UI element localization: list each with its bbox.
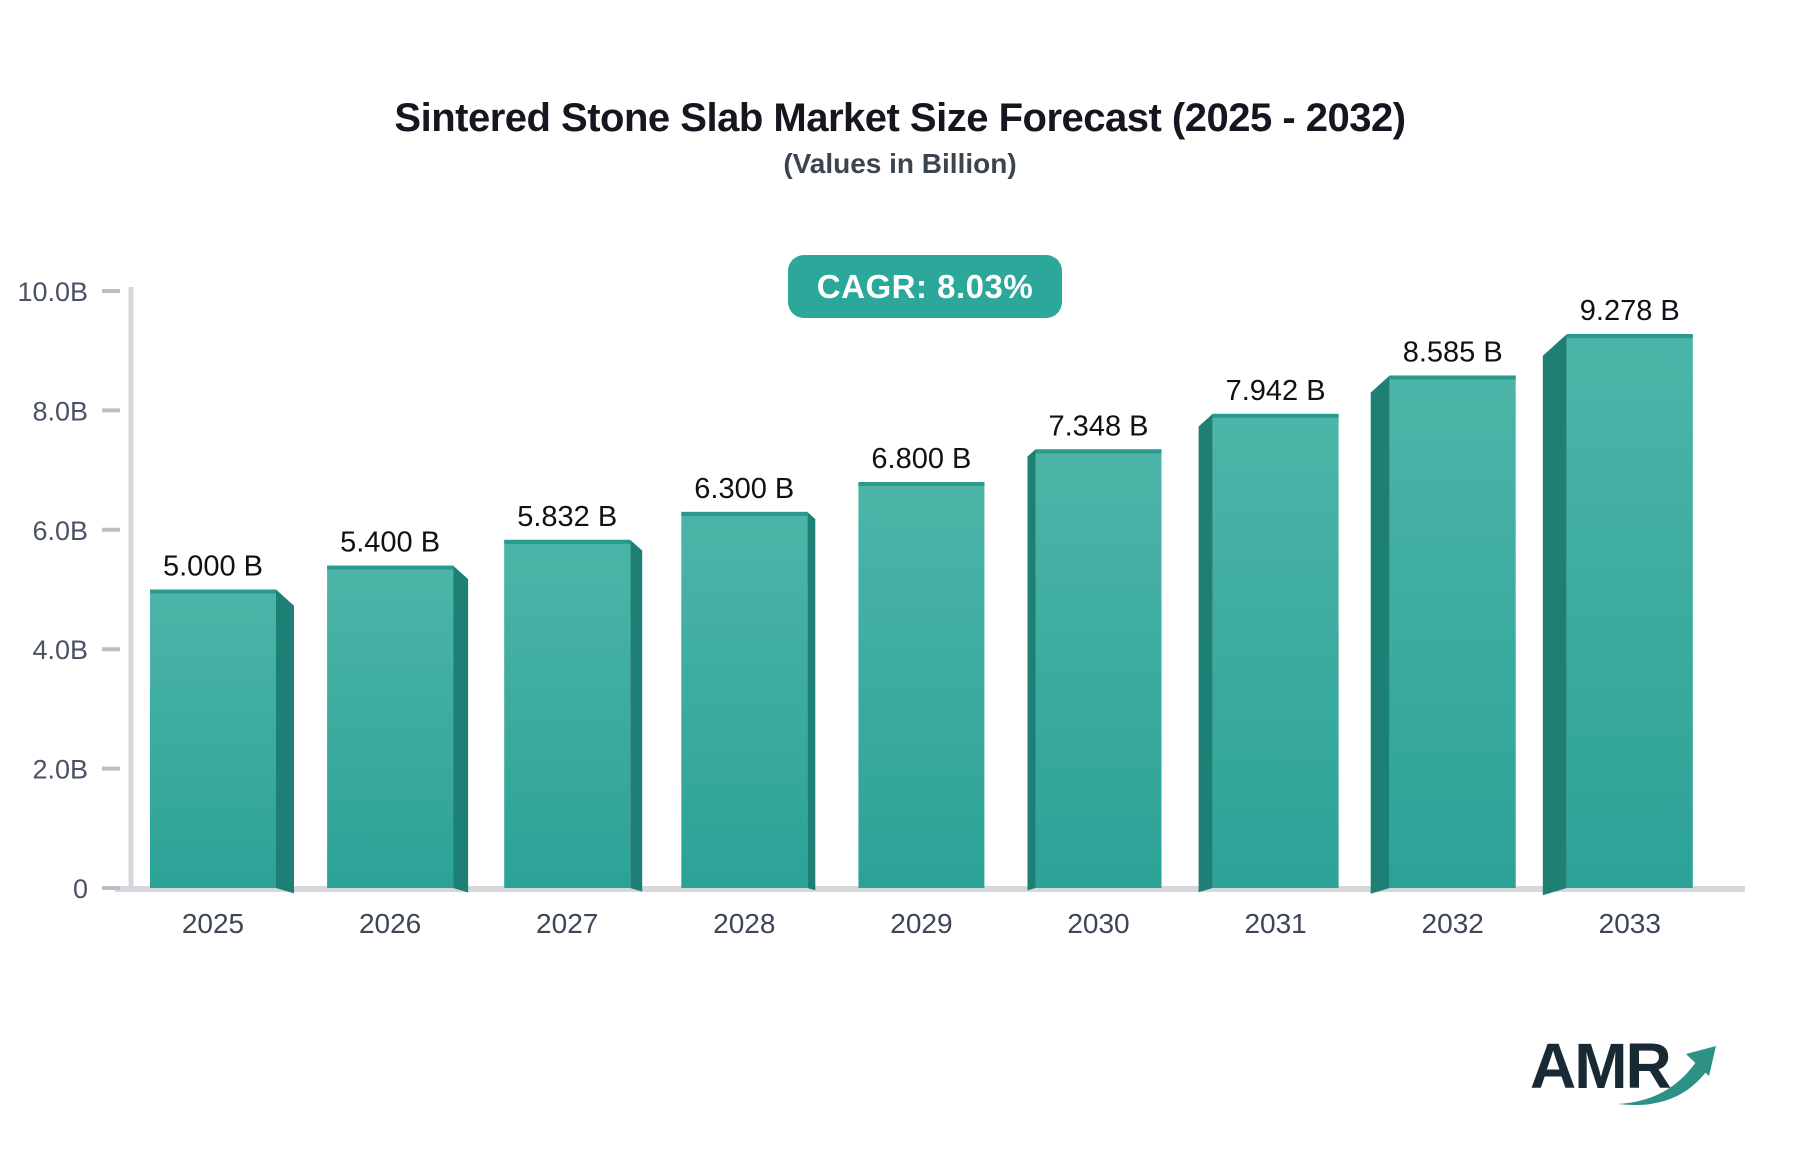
bar-2031: 7.942 B 2031 (1198, 375, 1339, 939)
bar-side-face (1027, 449, 1036, 891)
cagr-badge: CAGR: 8.03% (788, 255, 1062, 318)
bar-front-face (1389, 375, 1516, 889)
category-label: 2028 (713, 908, 775, 939)
bar-front-face (1566, 334, 1693, 888)
bar-2025: 5.000 B 2025 (150, 551, 294, 939)
bar-top-edge (327, 565, 454, 570)
bar-front-face (681, 511, 808, 888)
bar-top-edge (858, 482, 985, 487)
bar-side-face (1198, 413, 1213, 893)
y-tick-label: 8.0B (32, 396, 88, 426)
value-label: 5.832 B (517, 501, 617, 533)
value-label: 7.348 B (1049, 410, 1149, 442)
y-tick-label: 6.0B (32, 516, 88, 546)
y-tick-label: 4.0B (32, 635, 88, 665)
category-label: 2029 (890, 908, 952, 939)
bar-2032: 8.585 B 2032 (1370, 336, 1516, 939)
category-label: 2026 (359, 908, 421, 939)
category-label: 2032 (1422, 908, 1484, 939)
bar-top-edge (150, 589, 276, 594)
y-tick-label: 2.0B (32, 755, 88, 785)
value-label: 6.300 B (694, 473, 794, 505)
amr-logo: AMR (1530, 1030, 1716, 1105)
bar-side-face (453, 565, 469, 893)
bar-side-face (630, 539, 643, 892)
value-label: 7.942 B (1226, 375, 1326, 407)
chart-title: Sintered Stone Slab Market Size Forecast… (394, 96, 1406, 140)
bar-top-edge (1566, 334, 1693, 339)
bar-side-face (1370, 375, 1390, 894)
value-label: 9.278 B (1580, 295, 1680, 327)
bar-2030: 7.348 B 2030 (1027, 410, 1162, 939)
category-label: 2025 (182, 908, 244, 939)
bar-front-face (1035, 449, 1162, 888)
bar-front-face (504, 539, 631, 888)
amr-logo-text: AMR (1530, 1030, 1671, 1102)
bar-2028: 6.300 B 2028 (681, 473, 816, 939)
value-label: 8.585 B (1403, 336, 1503, 368)
value-label: 5.000 B (163, 551, 263, 583)
bar-side-face (1542, 334, 1567, 896)
bar-side-face (276, 589, 294, 894)
category-label: 2030 (1067, 908, 1129, 939)
bar-front-face (150, 589, 276, 888)
bar-2033: 9.278 B 2033 (1542, 295, 1693, 939)
bar-side-face (807, 511, 816, 891)
amr-logo-arrow-icon (1618, 1062, 1706, 1105)
bar-2027: 5.832 B 2027 (504, 501, 643, 939)
bar-top-edge (1035, 449, 1162, 454)
bar-top-edge (1389, 375, 1516, 380)
y-tick-label: 10.0B (17, 277, 88, 307)
bar-front-face (327, 565, 454, 888)
category-label: 2033 (1599, 908, 1661, 939)
bar-top-edge (681, 511, 808, 516)
bar-2029: 6.800 B 2029 (858, 443, 985, 939)
value-label: 5.400 B (340, 527, 440, 559)
cagr-badge-label: CAGR: 8.03% (816, 267, 1034, 305)
bar-2026: 5.400 B 2026 (327, 527, 469, 939)
y-tick-label: 0 (73, 874, 88, 904)
bar-top-edge (504, 539, 631, 544)
category-label: 2027 (536, 908, 598, 939)
value-label: 6.800 B (871, 443, 971, 475)
category-label: 2031 (1244, 908, 1306, 939)
bar-front-face (858, 482, 985, 888)
amr-logo-arrowhead-icon (1686, 1046, 1716, 1076)
chart-subtitle: (Values in Billion) (783, 148, 1017, 179)
bar-top-edge (1212, 413, 1339, 418)
bar-front-face (1212, 413, 1339, 888)
